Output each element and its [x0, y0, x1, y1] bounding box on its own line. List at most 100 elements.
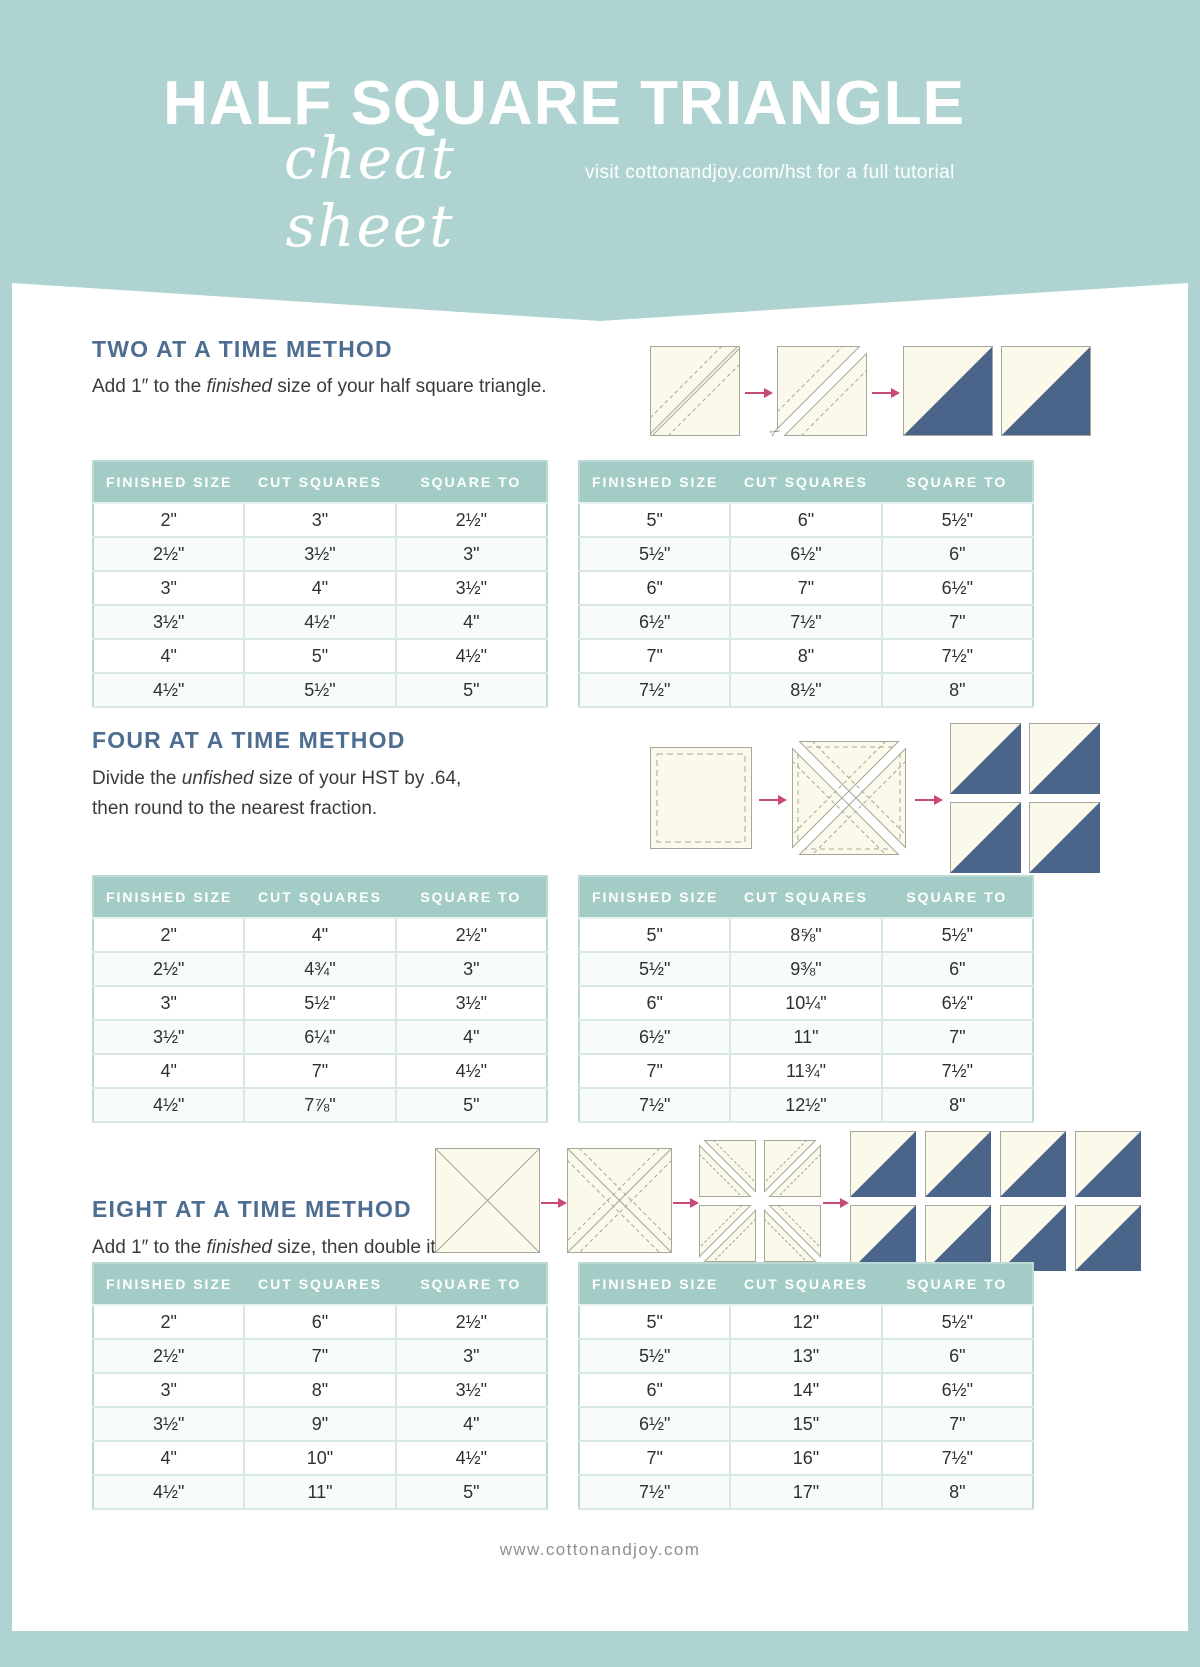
- arrow-right-icon: [821, 1196, 850, 1210]
- size-cell: 7": [579, 1054, 732, 1089]
- section-description: Add 1″ to the finished size of your half…: [92, 372, 547, 402]
- size-cell: 14": [730, 1373, 883, 1408]
- column-header: SQUARE TO: [881, 1263, 1033, 1306]
- desc-line2: then round to the nearest fraction.: [92, 798, 378, 819]
- column-header: SQUARE TO: [395, 876, 547, 919]
- table-row: 4" 5" 4½": [93, 639, 547, 674]
- size-cell: 7⅞": [244, 1088, 397, 1123]
- website-url-text: www.cottonandjoy.com: [499, 1540, 701, 1559]
- column-header: SQUARE TO: [395, 461, 547, 504]
- size-cell: 3": [395, 1339, 547, 1374]
- size-cell: 4": [244, 571, 397, 606]
- size-cell: 7": [579, 1441, 732, 1476]
- table-row: 7½" 12½" 8": [579, 1088, 1033, 1123]
- size-cell: 5½": [881, 1305, 1033, 1340]
- size-cell: 4": [93, 1441, 246, 1476]
- table-row: 2" 6" 2½": [93, 1305, 547, 1340]
- size-cell: 4½": [395, 1441, 547, 1476]
- table-row: 7" 8" 7½": [579, 639, 1033, 674]
- table-row: 4" 7" 4½": [93, 1054, 547, 1089]
- four-at-a-time-diagram: [650, 722, 1100, 873]
- column-header: CUT SQUARES: [730, 1263, 882, 1306]
- size-cell: 6½": [579, 1407, 732, 1442]
- section-title-two-at-a-time: TWO AT A TIME METHOD: [92, 336, 393, 362]
- table-row: 6½" 7½" 7": [579, 605, 1033, 640]
- table-row: 5" 12" 5½": [579, 1305, 1033, 1340]
- size-cell: 2": [93, 918, 246, 953]
- desc-text: Add 1″ to the: [92, 376, 207, 397]
- size-cell: 3": [244, 503, 397, 538]
- desc-text: Divide the: [92, 768, 182, 789]
- conversion-table: FINISHED SIZE CUT SQUARES SQUARE TO 2" 3"…: [92, 460, 548, 708]
- size-cell: 8": [881, 1088, 1033, 1123]
- table-row: 6½" 15" 7": [579, 1407, 1033, 1442]
- size-cell: 4": [244, 918, 397, 953]
- table-row: 3½" 6¼" 4": [93, 1020, 547, 1055]
- size-cell: 4½": [395, 1054, 547, 1089]
- size-cell: 6": [244, 1305, 397, 1340]
- size-cell: 4": [93, 639, 246, 674]
- stitched-square-icon: [650, 746, 752, 854]
- tutorial-url-text: visit cottonandjoy.com/hst for a full tu…: [585, 162, 955, 183]
- size-cell: 6½": [730, 537, 883, 572]
- size-cell: 5": [579, 1305, 732, 1340]
- table-row: 6" 7" 6½": [579, 571, 1033, 606]
- size-cell: 4¾": [244, 952, 397, 987]
- size-cell: 6": [881, 952, 1033, 987]
- conversion-table: FINISHED SIZE CUT SQUARES SQUARE TO 5" 8⅝…: [578, 875, 1034, 1123]
- size-cell: 12": [730, 1305, 883, 1340]
- size-cell: 8⅝": [730, 918, 883, 953]
- cut-square-icon: [773, 341, 871, 441]
- size-cell: 7½": [579, 673, 732, 708]
- desc-italic: finished: [206, 376, 272, 397]
- size-cell: 6": [730, 503, 883, 538]
- size-cell: 7½": [730, 605, 883, 640]
- size-cell: 5": [244, 639, 397, 674]
- exploded-square-icon: [696, 1137, 824, 1267]
- size-cell: 7": [244, 1339, 397, 1374]
- page-title: HALF SQUARE TRIANGLE: [163, 69, 965, 138]
- column-header: FINISHED SIZE: [93, 1263, 245, 1306]
- size-cell: 7": [881, 1407, 1033, 1442]
- arrow-right-icon: [540, 1196, 567, 1210]
- table-row: 2½" 4¾" 3": [93, 952, 547, 987]
- hst-grid-4x2: [850, 1130, 1141, 1276]
- size-cell: 4": [395, 1020, 547, 1055]
- size-cell: 6½": [881, 571, 1033, 606]
- table-row: 7" 16" 7½": [579, 1441, 1033, 1476]
- column-header: FINISHED SIZE: [579, 1263, 731, 1306]
- table-row: 3½" 4½" 4": [93, 605, 547, 640]
- size-cell: 7½": [579, 1088, 732, 1123]
- size-cell: 2½": [395, 918, 547, 953]
- size-cell: 9": [244, 1407, 397, 1442]
- eight-at-a-time-diagram: [434, 1130, 1141, 1276]
- conversion-table: FINISHED SIZE CUT SQUARES SQUARE TO 2" 4"…: [92, 875, 548, 1123]
- size-cell: 3½": [395, 571, 547, 606]
- table-row: 2½" 3½" 3": [93, 537, 547, 572]
- size-cell: 6½": [579, 605, 732, 640]
- table-row: 4½" 5½" 5": [93, 673, 547, 708]
- table-row: 7½" 8½" 8": [579, 673, 1033, 708]
- size-cell: 3": [93, 986, 246, 1021]
- size-cell: 6½": [881, 986, 1033, 1021]
- size-cell: 15": [730, 1407, 883, 1442]
- size-cell: 5½": [579, 537, 732, 572]
- section-description: Add 1″ to the finished size, then double…: [92, 1233, 441, 1263]
- table-row: 5½" 9⅜" 6": [579, 952, 1033, 987]
- size-cell: 2½": [395, 1305, 547, 1340]
- size-cell: 4": [395, 1407, 547, 1442]
- size-cell: 4½": [93, 1475, 246, 1510]
- table-row: 3" 5½" 3½": [93, 986, 547, 1021]
- size-cell: 5½": [881, 918, 1033, 953]
- size-cell: 16": [730, 1441, 883, 1476]
- size-cell: 5": [579, 503, 732, 538]
- size-cell: 8½": [730, 673, 883, 708]
- arrow-right-icon: [752, 793, 792, 807]
- desc-text: size of your half square triangle.: [271, 376, 547, 397]
- size-cell: 5½": [579, 952, 732, 987]
- size-cell: 7": [579, 639, 732, 674]
- size-cell: 13": [730, 1339, 883, 1374]
- size-cell: 3½": [244, 537, 397, 572]
- size-cell: 5": [395, 673, 547, 708]
